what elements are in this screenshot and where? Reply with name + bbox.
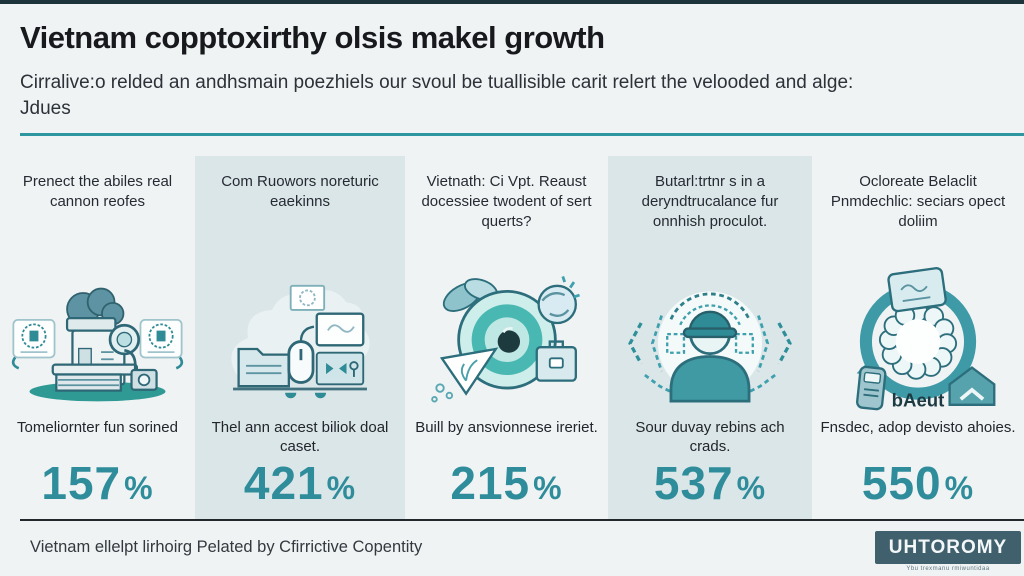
percent-sign: % [326, 470, 357, 506]
column-header: Vietnath: Ci Vpt. Reaust docessiee twode… [421, 173, 592, 230]
percent-sign: % [533, 470, 563, 506]
person-radiating-icon [616, 258, 804, 414]
loop-icon-label: bAeut [892, 390, 945, 411]
column-caption: Thel ann accest biliok doal caset. [211, 419, 389, 455]
column-caption: Sour duvay rebins ach crads. [635, 419, 785, 455]
target-donut-icon [413, 258, 600, 414]
column-loop: Ocloreate Belaclit Pnmdechlic: seciars o… [812, 156, 1024, 519]
stat-number: 215 [450, 457, 531, 509]
page-subtitle: Cirralive:o relded an andhsmain poezhiel… [20, 72, 854, 119]
page-title: Vietnam copptoxirthy olsis makel growth [20, 20, 605, 55]
footer-credit: Vietnam ellelpt lirhoirg Pelated by Cfir… [30, 538, 423, 556]
column-header: Prenect the abiles real cannon reofes [22, 173, 173, 210]
documents-devices-icon [203, 258, 397, 414]
percent-sign: % [124, 470, 154, 506]
brand-logo: UHTOROMY [875, 531, 1021, 564]
column-target: Vietnath: Ci Vpt. Reaust docessiee twode… [405, 156, 608, 519]
column-devices: Com Ruowors noreturic eaekinns [195, 156, 405, 519]
top-accent-bar [0, 0, 1024, 4]
person-radiating-icon-svg [628, 291, 792, 403]
stat-value: 215% [450, 460, 562, 506]
column-caption: Fnsdec, adop devisto ahoies. [820, 419, 1016, 436]
column-caption: Buill by ansvionnese ireriet. [415, 419, 598, 436]
stat-value: 421% [244, 460, 356, 506]
brand-logo-text: UHTOROMY [888, 536, 1008, 558]
column-caption: Tomeliornter fun sorined [17, 419, 178, 436]
stat-number: 537 [653, 457, 734, 509]
percent-sign: % [944, 470, 975, 506]
loop-cycle-icon-svg: bAeut [855, 267, 996, 411]
stat-number: 421 [243, 457, 324, 509]
stat-value: 157% [41, 460, 153, 506]
percent-sign: % [736, 470, 767, 506]
column-machine: Prenect the abiles real cannon reofes [0, 156, 195, 519]
brand-logo-tagline: Ybu trexmanu rmiwuntidaa [906, 566, 990, 572]
documents-devices-icon-svg [231, 284, 370, 399]
stat-value: 550% [862, 460, 974, 506]
column-person: Butarl:trtnr s in a deryndtrucalance fur… [608, 156, 812, 519]
stat-number: 157 [41, 457, 122, 509]
stat-columns: Prenect the abiles real cannon reofes [0, 156, 1024, 519]
stat-value: 537% [654, 460, 766, 506]
loop-cycle-icon: bAeut [820, 258, 1016, 414]
target-donut-icon-svg [430, 276, 580, 403]
lab-machine-icon-svg [11, 287, 184, 402]
column-header: Butarl:trtnr s in a deryndtrucalance fur… [641, 173, 779, 230]
lab-machine-icon [8, 258, 187, 414]
footer-divider [20, 519, 1024, 521]
teal-divider-rule [20, 133, 1024, 136]
column-header: Ocloreate Belaclit Pnmdechlic: seciars o… [830, 173, 1006, 230]
stat-number: 550 [861, 457, 942, 509]
column-header: Com Ruowors noreturic eaekinns [221, 173, 379, 210]
